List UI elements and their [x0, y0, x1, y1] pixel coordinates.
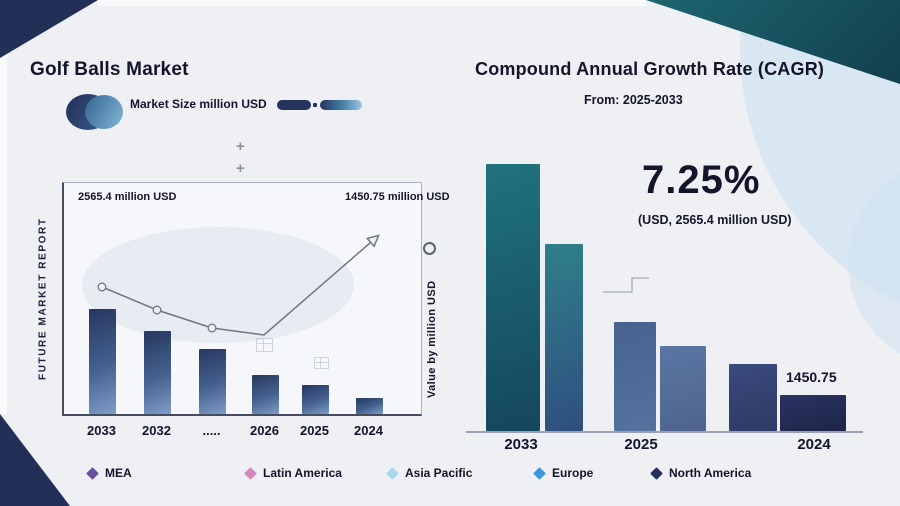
- left-chart-x-axis: 2033 2032..... 2026 2025 2024: [63, 423, 433, 439]
- legend-diamond-icon: [386, 466, 399, 480]
- legend-item-asia-pacific: Asia Pacific: [386, 466, 473, 480]
- right-chart-bar: [486, 164, 540, 431]
- bar-annotation-1450: 1450.75: [786, 369, 837, 385]
- right-chart-bars: [470, 160, 862, 431]
- right-chart-x-label: 2024: [797, 436, 831, 453]
- left-chart-bar-2033: [89, 309, 116, 414]
- legend-diamond-icon: [533, 466, 546, 480]
- right-chart-x-axis: 2033 2025 2024: [0, 436, 900, 454]
- page-title: Golf Balls Market: [30, 59, 189, 80]
- watermark-grid-icon: [256, 338, 273, 352]
- decor-left-strip: [0, 52, 7, 414]
- decor-top-strip: [98, 0, 646, 6]
- legend-label: Europe: [552, 466, 594, 480]
- left-chart-bar-2024: [356, 398, 383, 414]
- right-chart-y-axis-label: Value by million USD: [426, 280, 438, 398]
- right-chart-bar: [545, 244, 583, 431]
- left-chart-panel: 2565.4 million USD 1450.75 million USD: [62, 182, 450, 416]
- decor-panel-blob: [82, 227, 354, 343]
- right-chart-bar: [729, 364, 777, 431]
- left-chart-bar-2032: [144, 331, 171, 414]
- left-chart-x-label: 2032: [142, 423, 171, 438]
- market-size-legend-icon: [66, 94, 124, 130]
- left-chart-x-label: 2033: [87, 423, 116, 438]
- legend-diamond-icon: [86, 466, 99, 480]
- legend-label: Asia Pacific: [405, 466, 473, 480]
- left-chart-value-2024: 1450.75 million USD: [345, 191, 450, 203]
- right-chart-x-label: 2025: [624, 436, 658, 453]
- legend-label: Latin America: [263, 466, 342, 480]
- left-chart-bar-2026: [252, 375, 279, 414]
- legend-diamond-icon: [244, 466, 257, 480]
- legend-label: North America: [669, 466, 752, 480]
- legend-item-latin-america: Latin America: [244, 466, 342, 480]
- left-chart-x-label: 2025: [300, 423, 329, 438]
- right-chart-x-label: 2033: [504, 436, 538, 453]
- decor-corner-bottom-left: [0, 414, 70, 506]
- market-size-legend-label: Market Size million USD: [130, 97, 267, 111]
- right-chart-bar: [780, 395, 846, 431]
- cylinder-front-shape: [85, 95, 123, 129]
- decor-plus-icon: +: [236, 138, 245, 155]
- legend-item-mea: MEA: [86, 466, 132, 480]
- legend-label: MEA: [105, 466, 132, 480]
- left-chart-bar-2025: [302, 385, 329, 414]
- right-chart-subtitle: From: 2025-2033: [584, 93, 683, 107]
- cagr-value: 7.25%: [642, 158, 761, 202]
- left-chart-x-label: .....: [202, 423, 221, 438]
- right-chart-bar: [660, 346, 706, 431]
- decor-plus-icon: +: [236, 160, 245, 177]
- decor-step-line: [603, 277, 649, 293]
- left-chart-value-2033: 2565.4 million USD: [78, 191, 177, 203]
- watermark-grid-icon: [314, 357, 329, 369]
- decor-corner-top-left: [0, 0, 98, 58]
- legend-diamond-icon: [650, 466, 663, 480]
- right-chart-title: Compound Annual Growth Rate (CAGR): [475, 59, 825, 79]
- left-chart-y-axis-label: FUTURE MARKET REPORT: [37, 217, 49, 381]
- left-chart-bar-.....: [199, 349, 226, 414]
- right-chart-x-axis-line: [466, 431, 863, 433]
- left-chart-x-label: 2024: [354, 423, 383, 438]
- decor-pill-gradient: [320, 100, 362, 110]
- decor-pill-solid: [277, 100, 311, 110]
- legend-item-north-america: North America: [650, 466, 752, 480]
- left-chart-x-label: 2026: [250, 423, 279, 438]
- right-chart-bar: [614, 322, 656, 431]
- cagr-basis-note: (USD, 2565.4 million USD): [638, 213, 792, 227]
- legend-item-europe: Europe: [533, 466, 594, 480]
- decor-pill-dot: [313, 103, 317, 107]
- circle-icon: [423, 242, 436, 255]
- trend-line-arrow: [97, 183, 424, 336]
